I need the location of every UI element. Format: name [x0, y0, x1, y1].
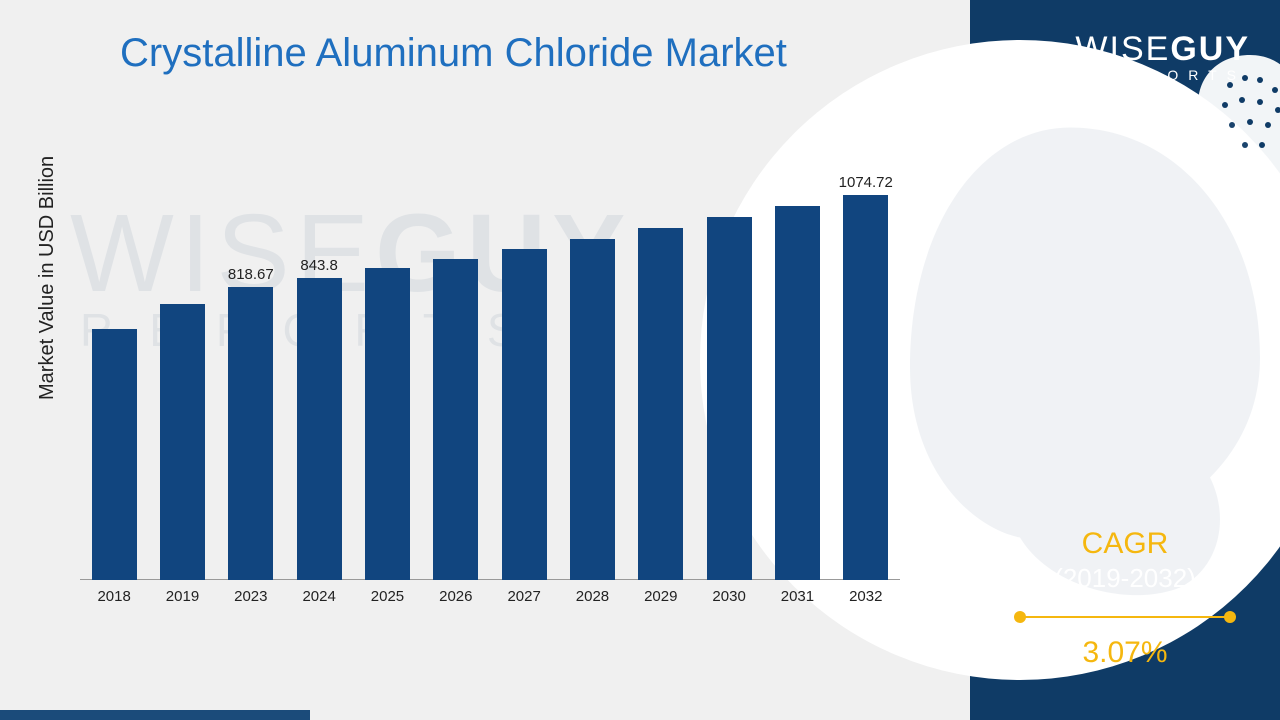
x-tick-label: 2018	[80, 580, 148, 620]
x-tick-label: 2023	[217, 580, 285, 620]
bar	[843, 195, 888, 580]
bar-column	[558, 150, 626, 580]
bar-column	[148, 150, 216, 580]
x-tick-label: 2025	[353, 580, 421, 620]
bar	[502, 249, 547, 580]
cagr-label: CAGR	[1000, 527, 1250, 561]
chart-title: Crystalline Aluminum Chloride Market	[120, 30, 787, 76]
bar-value-label: 818.67	[228, 266, 274, 283]
x-tick-label: 2032	[832, 580, 900, 620]
bar-value-label: 843.8	[300, 257, 338, 274]
x-tick-label: 2031	[763, 580, 831, 620]
bar-column	[627, 150, 695, 580]
cagr-divider	[1020, 616, 1230, 618]
bar	[365, 268, 410, 580]
chart-canvas: WISEGUY REPORTS WISEGUY REPORTS Crystall…	[0, 0, 1280, 720]
bar	[433, 259, 478, 580]
x-tick-label: 2024	[285, 580, 353, 620]
bar-column	[763, 150, 831, 580]
bar-column	[490, 150, 558, 580]
bars-container: 818.67 843.8 1074.72	[80, 150, 900, 580]
bar	[297, 278, 342, 580]
x-tick-label: 2019	[148, 580, 216, 620]
x-tick-label: 2026	[422, 580, 490, 620]
x-tick-label: 2029	[627, 580, 695, 620]
bottom-accent-bar	[0, 710, 310, 720]
bar	[638, 228, 683, 580]
bar	[775, 206, 820, 580]
bar	[92, 329, 137, 580]
cagr-period: (2019-2032)	[1000, 563, 1250, 594]
brand-logo: WISEGUY REPORTS	[1075, 30, 1250, 83]
cagr-panel: CAGR (2019-2032) 3.07%	[1000, 527, 1250, 670]
chart-area: 818.67843.81074.72 201820192023202420252…	[80, 150, 900, 620]
bar-value-label: 1074.72	[839, 174, 893, 191]
bar	[707, 217, 752, 580]
bar-column: 1074.72	[832, 150, 900, 580]
bar	[228, 287, 273, 580]
logo-head-icon	[1190, 50, 1280, 180]
bar-column	[695, 150, 763, 580]
bar-column	[422, 150, 490, 580]
cagr-value: 3.07%	[1000, 636, 1250, 670]
bar-column	[80, 150, 148, 580]
x-tick-label: 2030	[695, 580, 763, 620]
x-tick-label: 2027	[490, 580, 558, 620]
y-axis-label: Market Value in USD Billion	[36, 156, 59, 400]
bar	[160, 304, 205, 580]
bar-column: 843.8	[285, 150, 353, 580]
x-tick-label: 2028	[558, 580, 626, 620]
bar-column: 818.67	[217, 150, 285, 580]
bar	[570, 239, 615, 580]
bar-column	[353, 150, 421, 580]
x-labels-container: 2018201920232024202520262027202820292030…	[80, 580, 900, 620]
logo-word-1: WISE	[1075, 30, 1170, 68]
